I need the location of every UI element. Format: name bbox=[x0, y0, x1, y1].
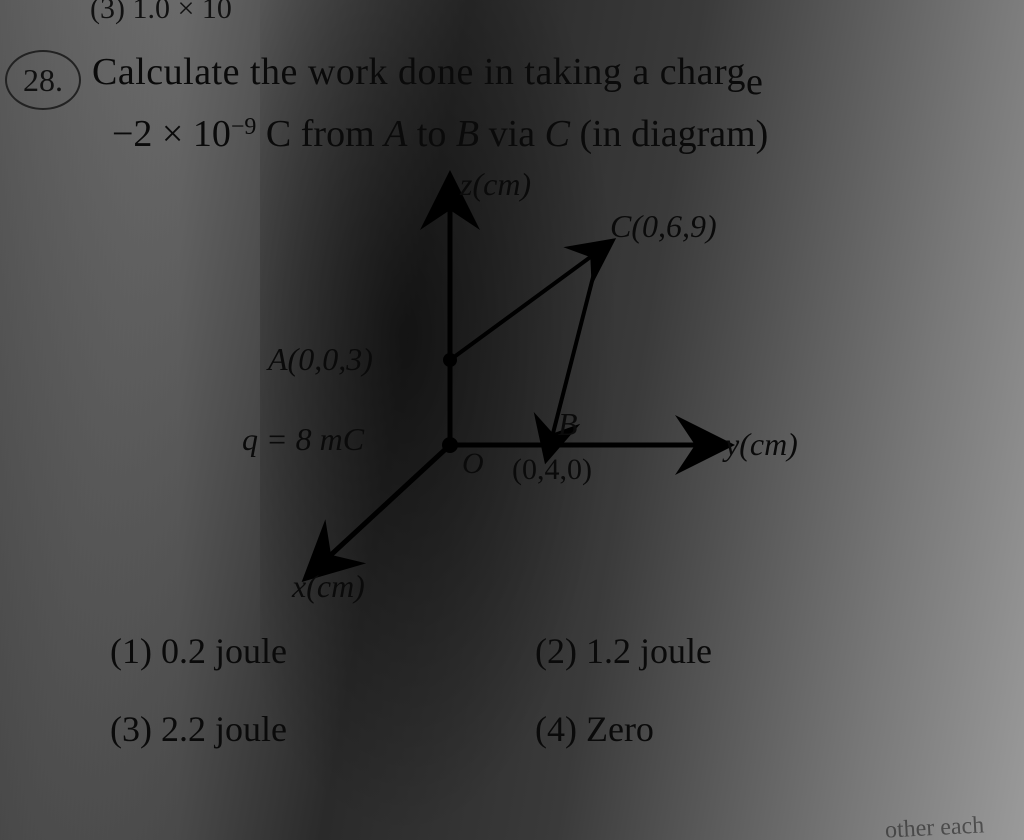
point-B-coord: (0,4,0) bbox=[512, 453, 592, 486]
charge-label: q = 8 mC bbox=[242, 421, 365, 457]
footer-fragment: other each bbox=[884, 812, 985, 840]
option-4: (4) Zero bbox=[535, 708, 960, 750]
question-text-line1: Calculate the work done in taking a char… bbox=[92, 50, 763, 94]
x-axis-label: x(cm) bbox=[291, 568, 365, 604]
origin-point bbox=[442, 437, 458, 453]
option-row: (3) 2.2 joule (4) Zero bbox=[110, 708, 960, 750]
diagram-svg: z(cm) C(0,6,9) A(0,0,3) q = 8 mC O B (0,… bbox=[230, 165, 870, 605]
answer-options: (1) 0.2 joule (2) 1.2 joule (3) 2.2 joul… bbox=[110, 630, 960, 786]
x-axis bbox=[320, 445, 450, 565]
z-axis-label: z(cm) bbox=[459, 166, 531, 202]
option-row: (1) 0.2 joule (2) 1.2 joule bbox=[110, 630, 960, 672]
page: (3) 1.0 × 10 28. Calculate the work done… bbox=[0, 0, 1024, 840]
point-A bbox=[443, 353, 457, 367]
origin-label: O bbox=[462, 447, 484, 480]
question-text-line2: −2 × 10−9 C from A to B via C (in diagra… bbox=[112, 112, 768, 156]
point-C-label: C(0,6,9) bbox=[610, 208, 717, 244]
line1-tail: e bbox=[746, 61, 763, 103]
point-B bbox=[543, 438, 557, 452]
previous-question-fragment: (3) 1.0 × 10 bbox=[90, 0, 232, 26]
y-axis-label: y(cm) bbox=[722, 426, 798, 462]
point-A-label: A(0,0,3) bbox=[266, 341, 373, 377]
line1-text: Calculate the work done in taking a char… bbox=[92, 51, 746, 93]
option-3: (3) 2.2 joule bbox=[110, 708, 535, 750]
option-1: (1) 0.2 joule bbox=[110, 630, 535, 672]
coordinate-diagram: z(cm) C(0,6,9) A(0,0,3) q = 8 mC O B (0,… bbox=[230, 165, 870, 605]
option-2: (2) 1.2 joule bbox=[535, 630, 960, 672]
question-number: 28. bbox=[5, 50, 81, 110]
point-B-name: B bbox=[558, 406, 578, 442]
